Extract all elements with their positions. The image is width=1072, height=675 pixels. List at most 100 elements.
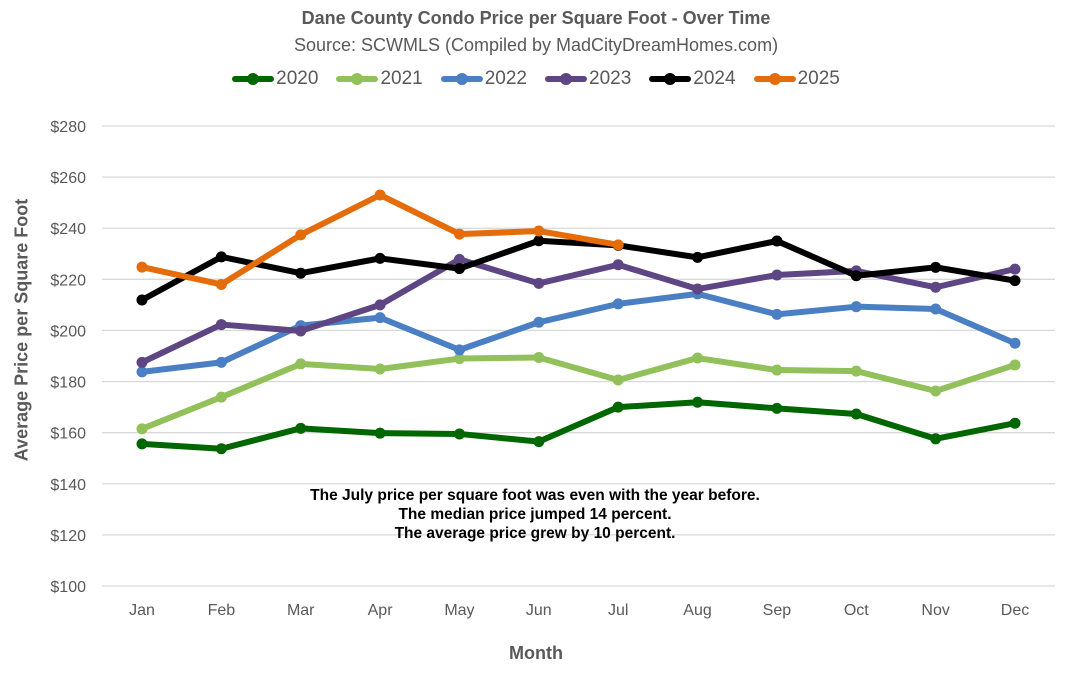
data-point-2021: [612, 374, 624, 386]
x-tick-label: Nov: [921, 602, 949, 619]
y-axis-ticks: $100 $120 $140 $160 $180 $200 $220 $240 $260 $280: [50, 119, 86, 596]
x-tick-label: Jul: [608, 602, 628, 619]
x-axis-ticks: Jan Feb Mar Apr May Jun Jul Aug Sep Oct Nov Dec: [129, 602, 1029, 619]
y-tick-label: $180: [50, 375, 86, 392]
data-point-2023: [136, 356, 148, 368]
series-line-2021: [139, 354, 1018, 432]
x-tick-label: May: [444, 602, 474, 619]
data-point-2021: [136, 423, 148, 435]
data-point-2025: [453, 228, 465, 240]
data-point-2023: [453, 253, 465, 265]
legend-marker-icon: [664, 73, 677, 85]
data-point-2021: [374, 363, 386, 375]
data-point-2023: [374, 299, 386, 311]
series-lines: [136, 189, 1021, 455]
data-point-2020: [295, 422, 307, 434]
legend-swatch-2020: [232, 73, 275, 85]
y-tick-label: $260: [50, 170, 86, 187]
series-2025: [136, 189, 624, 290]
legend-swatch-2023: [545, 73, 587, 85]
data-point-2024: [295, 267, 307, 279]
y-tick-label: $200: [50, 323, 86, 340]
data-point-2020: [374, 427, 386, 439]
y-tick-label: $220: [50, 272, 86, 289]
y-tick-label: $120: [50, 528, 86, 545]
data-point-2020: [533, 436, 545, 448]
legend-label-2023: 2023: [589, 68, 632, 89]
legend-marker-icon: [560, 73, 572, 85]
data-point-2021: [930, 385, 942, 397]
data-point-2024: [930, 261, 942, 273]
data-point-2021: [215, 391, 227, 403]
data-point-2024: [215, 251, 227, 263]
legend-swatch-2024: [649, 73, 692, 85]
data-point-2024: [453, 263, 465, 275]
y-tick-label: $100: [50, 579, 86, 596]
data-point-2025: [533, 225, 545, 237]
legend-marker-icon: [351, 73, 364, 85]
data-point-2022: [612, 298, 624, 310]
series-line-2024: [139, 237, 1018, 304]
legend-item-2020: 2020: [232, 68, 318, 90]
legend-swatch-2022: [440, 73, 483, 85]
data-point-2025: [215, 278, 227, 290]
data-point-2024: [136, 294, 148, 306]
data-point-2022: [850, 301, 862, 313]
data-point-2023: [612, 259, 624, 271]
annotation-line-2: The median price jumped 14 percent.: [398, 506, 672, 523]
data-point-2022: [215, 356, 227, 368]
data-point-2020: [930, 433, 942, 445]
data-point-2020: [771, 402, 783, 414]
annotation-box: The July price per square foot was even …: [255, 486, 815, 543]
x-tick-label: Aug: [683, 602, 711, 619]
y-tick-label: $160: [50, 426, 86, 443]
data-point-2023: [1009, 263, 1021, 275]
data-point-2021: [1009, 359, 1021, 371]
y-tick-label: $240: [50, 221, 86, 238]
legend-item-2022: 2022: [440, 68, 527, 90]
series-line-2022: [139, 290, 1018, 375]
data-point-2022: [453, 344, 465, 356]
legend-marker-icon: [768, 73, 781, 85]
series-2021: [136, 352, 1021, 435]
x-tick-label: Jan: [129, 602, 155, 619]
data-point-2022: [771, 308, 783, 320]
legend-item-2021: 2021: [336, 68, 423, 90]
data-point-2023: [930, 281, 942, 293]
data-point-2021: [692, 352, 704, 364]
legend-label-2021: 2021: [380, 68, 423, 89]
legend: 2020 2021 2022 2023 2024 2025: [0, 68, 1072, 90]
data-point-2020: [215, 443, 227, 455]
series-2022: [136, 288, 1021, 378]
data-point-2025: [295, 229, 307, 241]
legend-item-2025: 2025: [753, 68, 840, 90]
data-point-2023: [215, 319, 227, 331]
data-point-2024: [692, 251, 704, 263]
x-tick-label: Sep: [763, 602, 792, 619]
data-point-2023: [295, 325, 307, 337]
y-axis-label: Average Price per Square Foot: [11, 198, 32, 462]
legend-marker-icon: [247, 73, 260, 85]
data-point-2021: [295, 358, 307, 370]
data-point-2025: [136, 261, 148, 273]
data-point-2025: [374, 189, 386, 201]
data-point-2022: [136, 366, 148, 378]
data-point-2021: [453, 353, 465, 365]
series-2020: [136, 396, 1021, 455]
chart-title: Dane County Condo Price per Square Foot …: [301, 8, 771, 28]
data-point-2024: [533, 235, 545, 247]
chart-subtitle: Source: SCWMLS (Compiled by MadCityDream…: [293, 35, 779, 55]
legend-swatch-2025: [753, 73, 796, 85]
data-point-2025: [612, 239, 624, 251]
data-point-2020: [692, 396, 704, 408]
data-point-2022: [930, 303, 942, 315]
data-point-2024: [374, 252, 386, 264]
data-point-2023: [771, 269, 783, 281]
y-tick-label: $140: [50, 477, 86, 494]
data-point-2023: [692, 283, 704, 295]
legend-swatch-2021: [336, 73, 379, 85]
data-point-2020: [453, 428, 465, 440]
legend-marker-icon: [455, 73, 468, 85]
y-tick-label: $280: [50, 119, 86, 136]
